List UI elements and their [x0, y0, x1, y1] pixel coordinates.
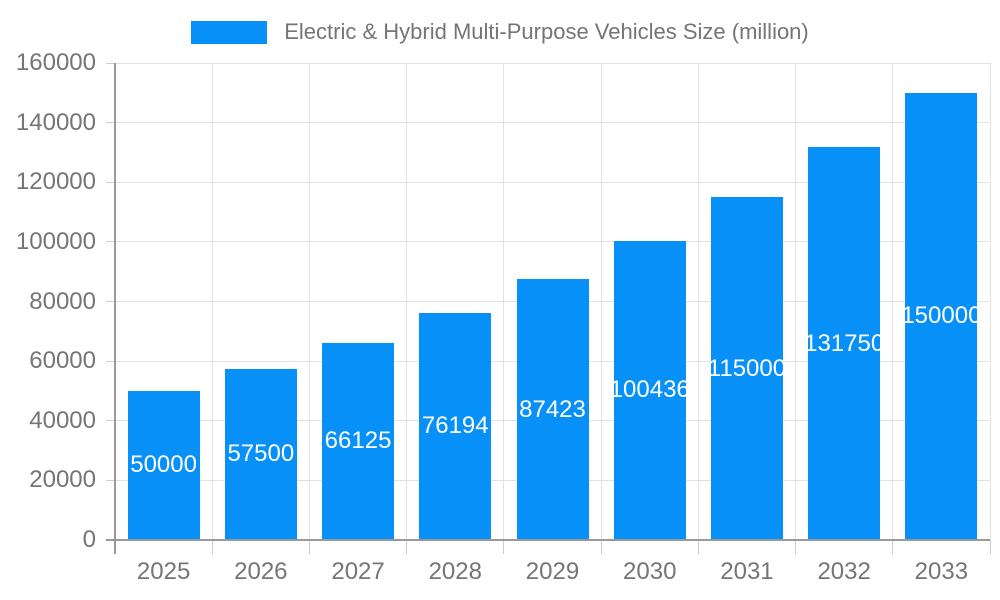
x-gridline — [892, 63, 894, 540]
y-tick-label: 140000 — [15, 108, 96, 136]
y-tick-label: 120000 — [15, 168, 96, 196]
y-tick — [106, 301, 115, 302]
x-tick — [406, 540, 408, 554]
x-tick — [989, 540, 991, 554]
bar-2026: 57500 — [224, 368, 297, 540]
y-gridline — [115, 241, 990, 243]
bar-2031: 115000 — [710, 197, 783, 540]
x-axis-line — [106, 539, 990, 541]
x-tick-label: 2031 — [720, 558, 774, 585]
y-tick — [106, 479, 115, 481]
y-gridline — [115, 181, 990, 183]
y-tick-label: 40000 — [29, 406, 96, 434]
x-tick-label: 2029 — [525, 558, 580, 585]
y-tick — [106, 241, 115, 243]
y-tick-label: 20000 — [29, 466, 96, 494]
x-tick — [308, 540, 310, 554]
x-tick — [503, 540, 505, 554]
bar-2025: 50000 — [127, 390, 200, 540]
x-gridline — [989, 63, 991, 540]
x-tick — [892, 540, 894, 554]
bar-value-label: 131750 — [808, 329, 881, 357]
y-tick-label: 160000 — [15, 49, 96, 76]
x-tick — [795, 540, 797, 554]
x-tick-label: 2032 — [817, 558, 871, 585]
bar-value-label: 100436 — [613, 376, 686, 404]
x-tick-label: 2030 — [623, 558, 677, 585]
x-gridline — [600, 63, 602, 540]
y-tick — [106, 181, 115, 183]
bar-2027: 66125 — [322, 342, 395, 540]
x-tick-label: 2025 — [136, 558, 191, 585]
y-tick-label: 60000 — [29, 347, 96, 375]
bar-value-label: 150000 — [905, 302, 978, 330]
bar-value-label: 76194 — [421, 412, 489, 440]
y-tick — [106, 62, 115, 64]
y-tick — [106, 420, 115, 422]
y-tick-label: 100000 — [15, 227, 96, 255]
x-tick-label: 2026 — [234, 558, 288, 585]
bar-2029: 87423 — [516, 279, 589, 540]
bar-value-label: 115000 — [710, 354, 783, 382]
x-tick-label: 2027 — [331, 558, 385, 585]
bar-2028: 76194 — [419, 312, 492, 540]
x-gridline — [308, 63, 310, 540]
y-axis-line — [114, 63, 116, 554]
y-tick-label: 80000 — [29, 287, 96, 315]
x-tick-label: 2033 — [914, 558, 969, 585]
y-tick — [106, 122, 115, 124]
x-tick — [697, 540, 699, 554]
legend-label: Electric & Hybrid Multi-Purpose Vehicles… — [284, 19, 809, 44]
bar-value-label: 50000 — [130, 451, 197, 479]
x-tick-label: 2028 — [428, 558, 482, 585]
legend-swatch — [191, 20, 268, 44]
x-tick — [600, 540, 602, 554]
x-gridline — [211, 63, 213, 540]
x-gridline — [406, 63, 408, 540]
y-gridline — [115, 62, 990, 64]
bar-value-label: 87423 — [519, 395, 586, 423]
bar-value-label: 66125 — [324, 427, 392, 455]
x-gridline — [697, 63, 699, 540]
x-gridline — [503, 63, 505, 540]
bar-2033: 150000 — [905, 92, 978, 540]
y-tick-label: 0 — [82, 526, 96, 553]
bar-2030: 100436 — [613, 240, 686, 540]
legend-item[interactable]: Electric & Hybrid Multi-Purpose Vehicles… — [0, 19, 1000, 45]
bar-2032: 131750 — [808, 147, 881, 540]
y-gridline — [115, 122, 990, 124]
x-gridline — [795, 63, 797, 540]
bar-value-label: 57500 — [227, 440, 295, 468]
y-tick — [106, 360, 115, 362]
x-tick — [211, 540, 213, 554]
